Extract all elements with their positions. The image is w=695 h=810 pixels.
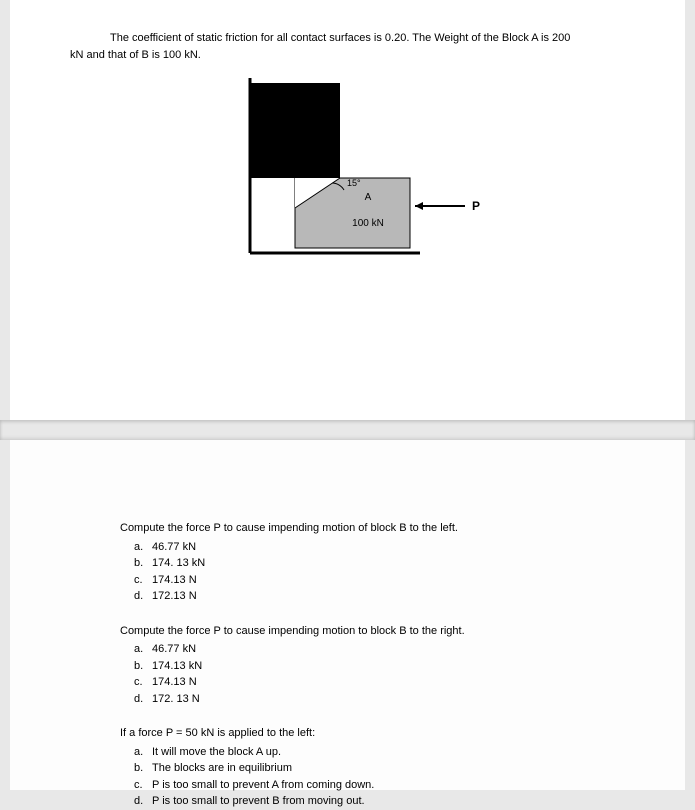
diagram-svg: A 200 kN 15° A 100 kN P — [240, 78, 500, 268]
blockB-label: A — [365, 192, 372, 203]
q1-opt-b: b.174. 13 kN — [120, 555, 645, 572]
problem-line-2: kN and that of B is 100 kN. — [70, 47, 645, 64]
q3-opt-b: b.The blocks are in equilibrium — [120, 760, 645, 777]
q2-prompt: Compute the force P to cause impending m… — [120, 623, 645, 640]
q3-prompt: If a force P = 50 kN is applied to the l… — [120, 725, 645, 742]
page-bottom: Compute the force P to cause impending m… — [10, 440, 685, 790]
q3-opt-d: d.P is too small to prevent B from movin… — [120, 793, 645, 810]
page-gap — [0, 420, 695, 440]
problem-statement: The coefficient of static friction for a… — [70, 30, 645, 63]
problem-line-1: The coefficient of static friction for a… — [70, 30, 645, 47]
q3-opt-c: c.P is too small to prevent A from comin… — [120, 777, 645, 794]
blockB-weight: 100 kN — [352, 218, 384, 229]
question-2: Compute the force P to cause impending m… — [120, 623, 645, 708]
angle-label: 15° — [347, 178, 361, 188]
question-1: Compute the force P to cause impending m… — [120, 520, 645, 605]
q2-opt-b: b.174.13 kN — [120, 658, 645, 675]
q1-opt-a: a.46.77 kN — [120, 539, 645, 556]
q3-opt-a: a.It will move the block A up. — [120, 744, 645, 761]
q2-opt-a: a.46.77 kN — [120, 641, 645, 658]
q1-opt-c: c.174.13 N — [120, 572, 645, 589]
q2-opt-c: c.174.13 N — [120, 674, 645, 691]
question-3: If a force P = 50 kN is applied to the l… — [120, 725, 645, 810]
force-label: P — [472, 199, 480, 213]
q1-prompt: Compute the force P to cause impending m… — [120, 520, 645, 537]
q2-opt-d: d.172. 13 N — [120, 691, 645, 708]
page-top: The coefficient of static friction for a… — [10, 0, 685, 420]
friction-diagram: A 200 kN 15° A 100 kN P — [240, 78, 500, 268]
q1-opt-d: d.172.13 N — [120, 588, 645, 605]
